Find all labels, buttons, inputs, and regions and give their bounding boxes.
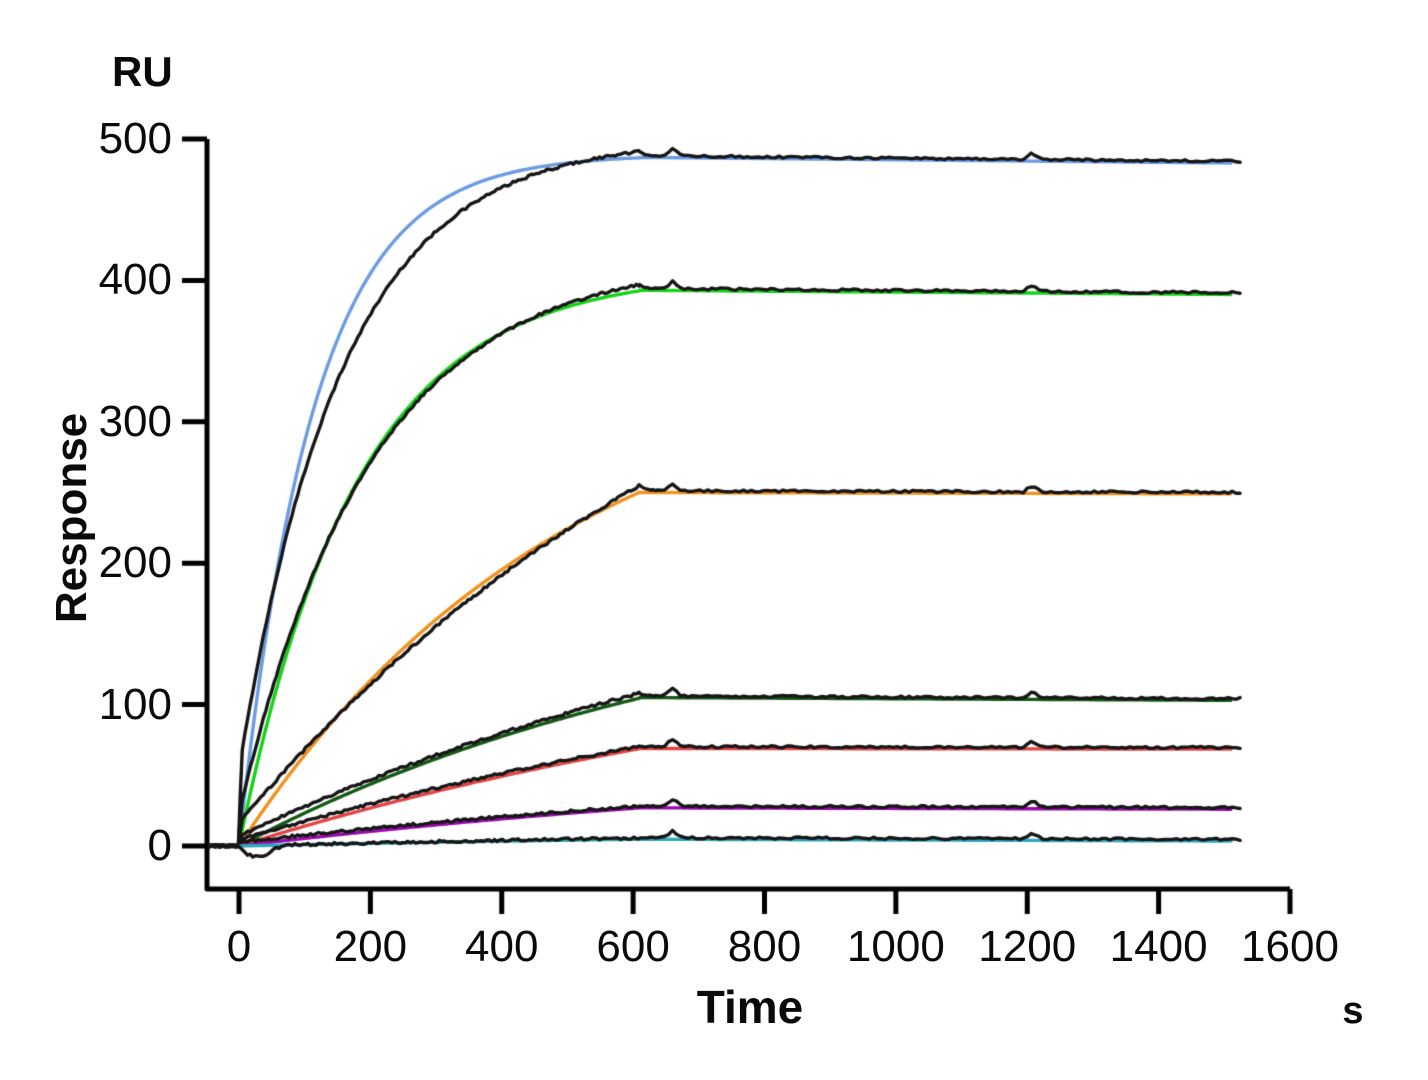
x-tick-label: 1000 xyxy=(846,922,945,971)
x-tick-label: 1600 xyxy=(1241,922,1339,971)
x-tick-label: 600 xyxy=(596,922,670,971)
x-tick-label: 800 xyxy=(727,922,802,971)
x-axis-title: Time xyxy=(696,981,804,1033)
y-tick-label: 100 xyxy=(98,679,172,729)
x-axis-unit-label: s xyxy=(1342,990,1364,1032)
y-axis-unit-label: RU xyxy=(112,48,173,95)
x-tick-label: 200 xyxy=(333,922,408,971)
y-tick-label: 200 xyxy=(98,538,172,588)
y-tick-label: 0 xyxy=(147,821,172,870)
x-tick-label: 0 xyxy=(226,922,252,971)
x-tick-label: 1400 xyxy=(1109,922,1208,971)
y-tick-label: 400 xyxy=(98,255,172,305)
x-tick-label: 400 xyxy=(465,922,539,971)
y-tick-label: 500 xyxy=(98,114,172,163)
y-tick-label: 300 xyxy=(98,396,172,446)
x-tick-label: 1200 xyxy=(978,922,1077,971)
